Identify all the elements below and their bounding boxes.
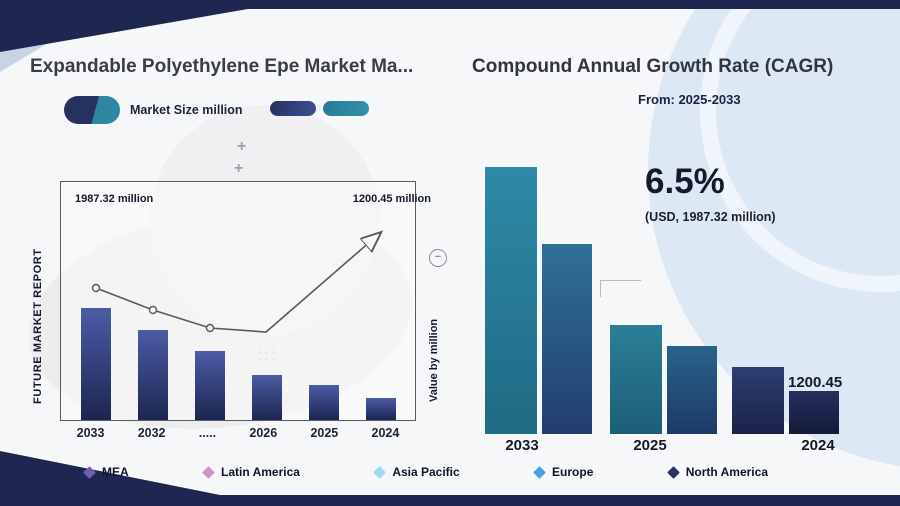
cagr-note: (USD, 1987.32 million) [645, 210, 776, 224]
page-title-left: Expandable Polyethylene Epe Market Ma... [30, 56, 414, 77]
date-range-subtitle: From: 2025-2033 [638, 92, 741, 107]
annotation-end-value: 1200.45 million [352, 193, 431, 205]
cagr-chart-y-label: Value by million [428, 318, 440, 402]
cagr-chart [470, 150, 870, 434]
market-size-bar [80, 308, 111, 420]
top-band [0, 0, 900, 9]
x-axis-label: 2025 [633, 437, 667, 454]
cagr-bar [789, 391, 839, 434]
cagr-chart-x-labels: 2033 2025 2024 [470, 437, 870, 459]
left-chart-bars [67, 308, 409, 420]
x-axis-label: 2033 [505, 437, 539, 454]
cagr-bar [667, 346, 717, 434]
legend-pill-icon [64, 96, 120, 124]
market-size-legend: Market Size million [64, 96, 243, 124]
bracket-line [600, 280, 641, 297]
cagr-bar-group [610, 325, 717, 434]
x-axis-label: ..... [198, 426, 217, 440]
market-size-bar [365, 398, 396, 420]
plus-icon: + [234, 160, 244, 177]
legend-item: North America [666, 465, 768, 479]
region-legend: MEA Latin America Asia Pacific Europe North … [83, 465, 768, 479]
x-axis-label: 2024 [371, 426, 400, 440]
legend-label: Market Size million [130, 103, 243, 117]
cagr-bar [485, 167, 537, 434]
legend-diamond-icon [373, 465, 387, 479]
plus-icon: + [237, 138, 247, 155]
decorative-pills [270, 101, 369, 116]
cagr-bar [610, 325, 662, 434]
circle-minus-icon: − [429, 249, 447, 267]
legend-label: MEA [102, 465, 129, 479]
legend-label: Europe [552, 465, 594, 479]
legend-diamond-icon [202, 465, 215, 479]
legend-label: North America [685, 465, 768, 479]
legend-diamond-icon [533, 465, 546, 479]
legend-label: Latin America [221, 465, 300, 479]
legend-item: Latin America [202, 465, 300, 479]
page-title-right: Compound Annual Growth Rate (CAGR) [472, 56, 834, 77]
left-chart-x-labels: 2033 2032..... 2026 2025 2024 [60, 426, 416, 440]
legend-diamond-icon [83, 465, 96, 479]
decorative-pill-icon [323, 101, 369, 116]
x-axis-label: 2033 [76, 426, 105, 440]
cagr-bar-group [732, 367, 839, 434]
cagr-bar-group [485, 167, 592, 434]
x-axis-label: 2025 [310, 426, 339, 440]
decorative-pill-icon [270, 101, 316, 116]
annotation-start-value: 1987.32 million [75, 193, 154, 205]
left-chart-y-label: FUTURE MARKET REPORT [32, 248, 44, 404]
market-size-bar [137, 330, 168, 420]
x-axis-label: 2032 [137, 426, 166, 440]
legend-item: Asia Pacific [373, 465, 460, 479]
legend-diamond-icon [666, 465, 680, 479]
legend-item: MEA [83, 465, 129, 479]
market-size-bar [194, 351, 225, 420]
cagr-chart-groups [470, 150, 870, 434]
cagr-bar [542, 244, 592, 434]
bottom-band [0, 495, 900, 506]
market-value-label: 1200.45 [788, 374, 843, 391]
market-size-bar [308, 385, 339, 420]
market-size-bar [251, 375, 282, 420]
x-axis-label: 2024 [801, 437, 835, 454]
market-size-chart: 1987.32 million 1200.45 million [60, 181, 431, 421]
legend-label: Asia Pacific [392, 465, 460, 479]
cagr-bar [732, 367, 784, 434]
x-axis-label: 2026 [249, 426, 278, 440]
cagr-value: 6.5% [645, 162, 725, 201]
legend-item: Europe [533, 465, 594, 479]
